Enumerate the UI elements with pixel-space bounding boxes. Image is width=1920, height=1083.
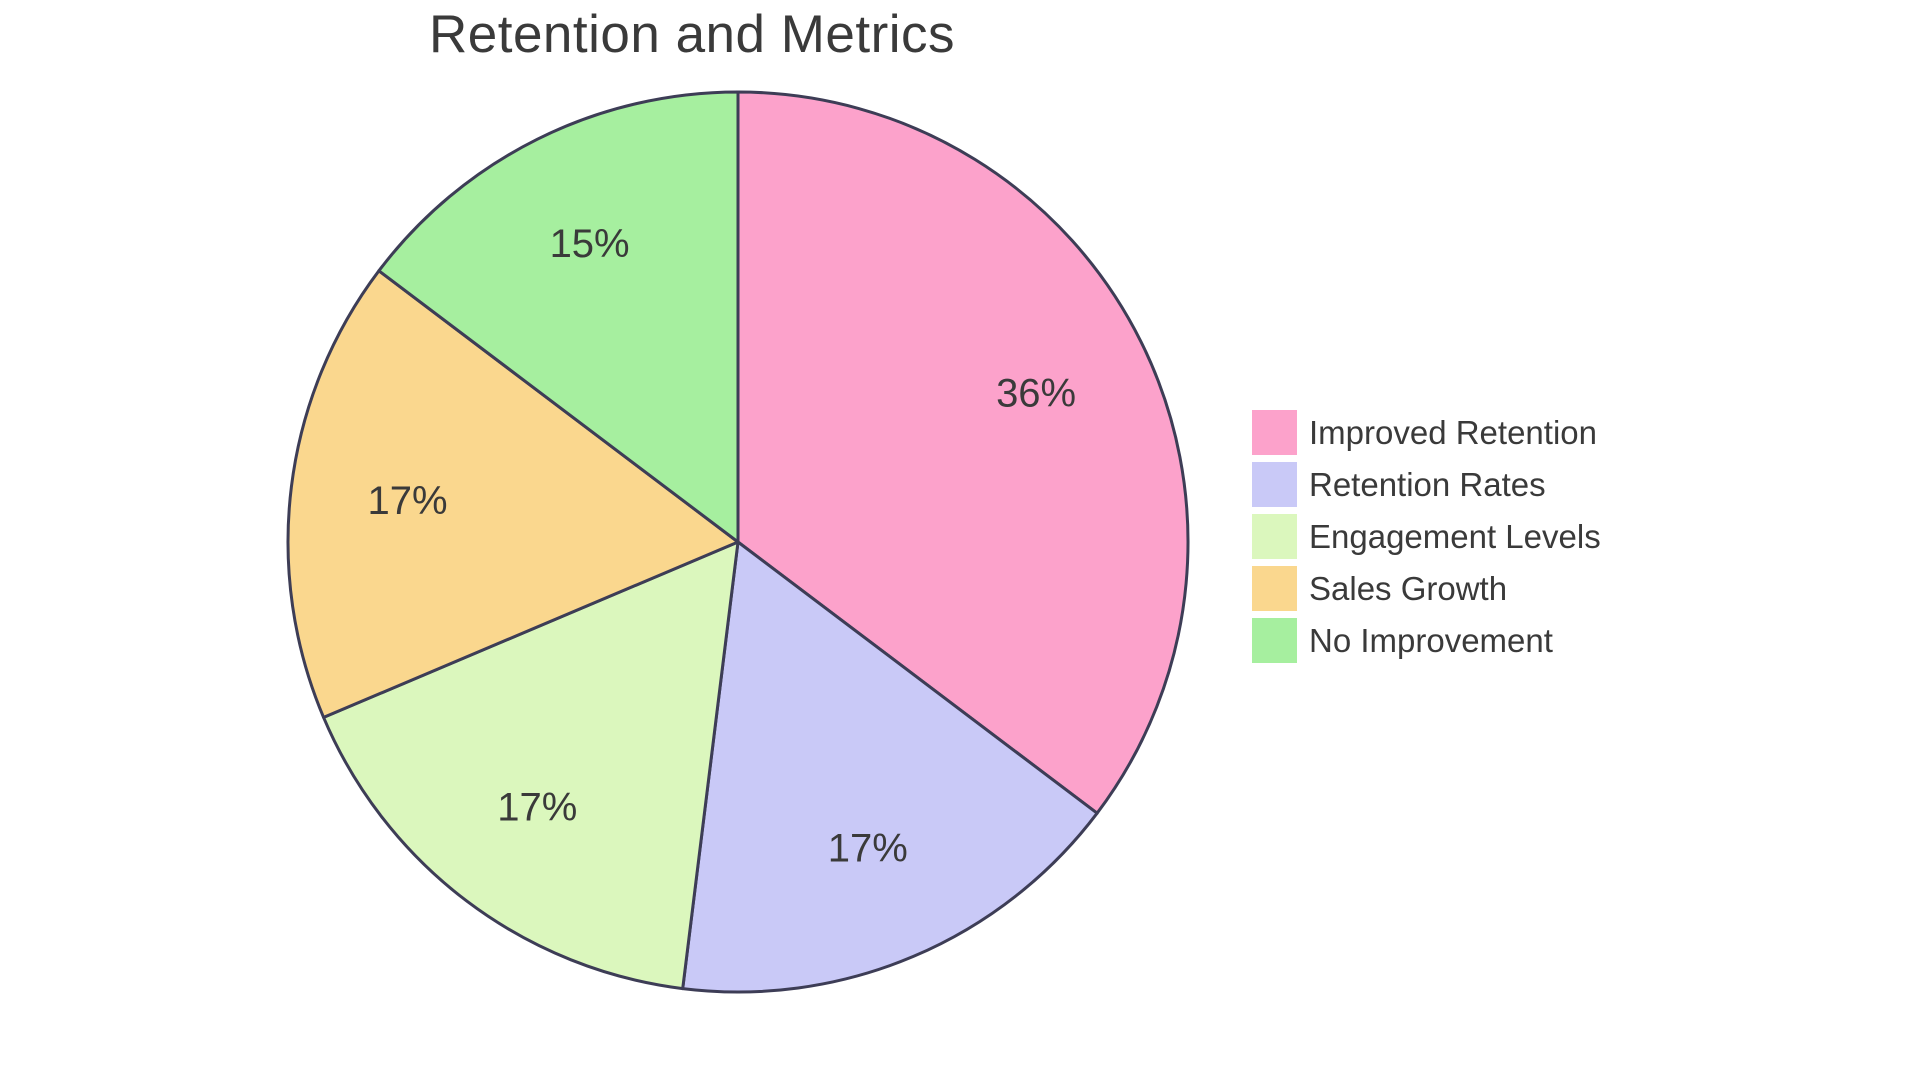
legend-swatch-improved-retention	[1252, 410, 1297, 455]
pie-slice-engagement-levels	[322, 540, 740, 991]
legend-label: Engagement Levels	[1309, 517, 1601, 555]
pie-slice-sales-growth	[286, 269, 740, 719]
pie-slice-improved-retention	[736, 90, 1190, 815]
legend-swatch-sales-growth	[1252, 566, 1297, 611]
legend-item-no-improvement: No Improvement	[1252, 618, 1601, 663]
chart-legend: Improved Retention Retention Rates Engagem…	[1252, 410, 1601, 663]
pie-slice-retention-rates	[681, 540, 1099, 994]
chart-title: Retention and Metrics	[428, 5, 956, 64]
pie-slice-percent-label: 17%	[367, 479, 447, 523]
legend-item-sales-growth: Sales Growth	[1252, 566, 1601, 611]
pie-slice-percent-label: 15%	[550, 222, 630, 266]
pie-slice-percent-label: 17%	[497, 786, 577, 830]
legend-item-engagement-levels: Engagement Levels	[1252, 514, 1601, 559]
legend-item-improved-retention: Improved Retention	[1252, 410, 1601, 455]
pie-slice-percent-label: 17%	[828, 827, 908, 871]
legend-label: Retention Rates	[1309, 465, 1546, 503]
legend-item-retention-rates: Retention Rates	[1252, 462, 1601, 507]
legend-swatch-no-improvement	[1252, 618, 1297, 663]
legend-swatch-engagement-levels	[1252, 514, 1297, 559]
legend-label: Sales Growth	[1309, 569, 1508, 607]
legend-label: Improved Retention	[1309, 413, 1597, 451]
pie-slice-no-improvement	[377, 90, 740, 544]
legend-label: No Improvement	[1309, 621, 1553, 659]
pie-slice-percent-label: 36%	[996, 372, 1076, 416]
legend-swatch-retention-rates	[1252, 462, 1297, 507]
